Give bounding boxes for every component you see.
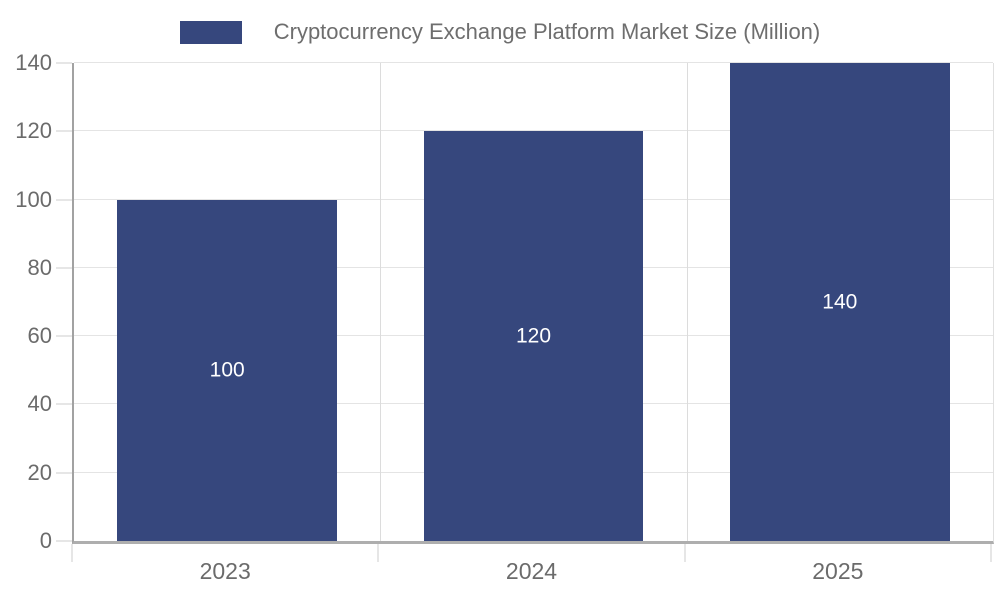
bar-2024: 120 xyxy=(423,131,644,541)
y-axis-labels: 0 20 40 60 80 100 120 140 xyxy=(0,52,52,552)
y-tick-label: 0 xyxy=(39,528,52,553)
x-tick-label: 2025 xyxy=(812,558,864,584)
legend-swatch xyxy=(179,20,242,44)
y-tick-label: 140 xyxy=(15,50,52,75)
x-tick-label: 2024 xyxy=(505,558,558,584)
y-tick-label: 120 xyxy=(15,118,52,144)
chart-legend[interactable]: Cryptocurrency Exchange Platform Market … xyxy=(0,14,1000,50)
bar-value-label: 100 xyxy=(209,358,245,382)
y-tick-label: 60 xyxy=(27,323,52,349)
y-tick-label: 100 xyxy=(15,186,52,212)
y-tick-mark xyxy=(56,130,72,132)
y-tick-mark xyxy=(56,540,72,542)
x-tick-mark xyxy=(684,544,686,562)
y-tick-mark xyxy=(56,199,72,201)
y-tick-mark xyxy=(56,472,72,474)
x-tick-mark xyxy=(990,544,992,562)
y-tick-label: 40 xyxy=(27,391,52,417)
y-tick-mark xyxy=(56,62,72,64)
x-tick-mark xyxy=(377,544,379,562)
y-tick-mark xyxy=(56,267,72,269)
y-tick-mark xyxy=(56,403,72,405)
x-tick-label: 2023 xyxy=(199,558,251,584)
h-gridline xyxy=(74,130,993,132)
bar-2023: 100 xyxy=(117,199,337,541)
x-axis-ticks xyxy=(71,544,992,562)
x-tick-mark xyxy=(71,544,73,562)
v-gridline xyxy=(686,63,688,541)
bar-value-label: 140 xyxy=(822,290,858,314)
plot-area: 100 120 140 xyxy=(72,62,994,544)
y-tick-mark xyxy=(56,335,72,337)
bar-value-label: 120 xyxy=(515,324,552,348)
y-axis-ticks xyxy=(56,62,72,542)
legend-label: Cryptocurrency Exchange Platform Market … xyxy=(273,19,821,44)
h-gridline xyxy=(74,62,993,63)
x-axis-labels: 2023 2024 2025 xyxy=(72,558,991,590)
bar-2025: 140 xyxy=(730,63,950,541)
y-tick-label: 20 xyxy=(27,459,52,485)
y-tick-label: 80 xyxy=(27,254,52,280)
v-gridline xyxy=(380,63,382,541)
